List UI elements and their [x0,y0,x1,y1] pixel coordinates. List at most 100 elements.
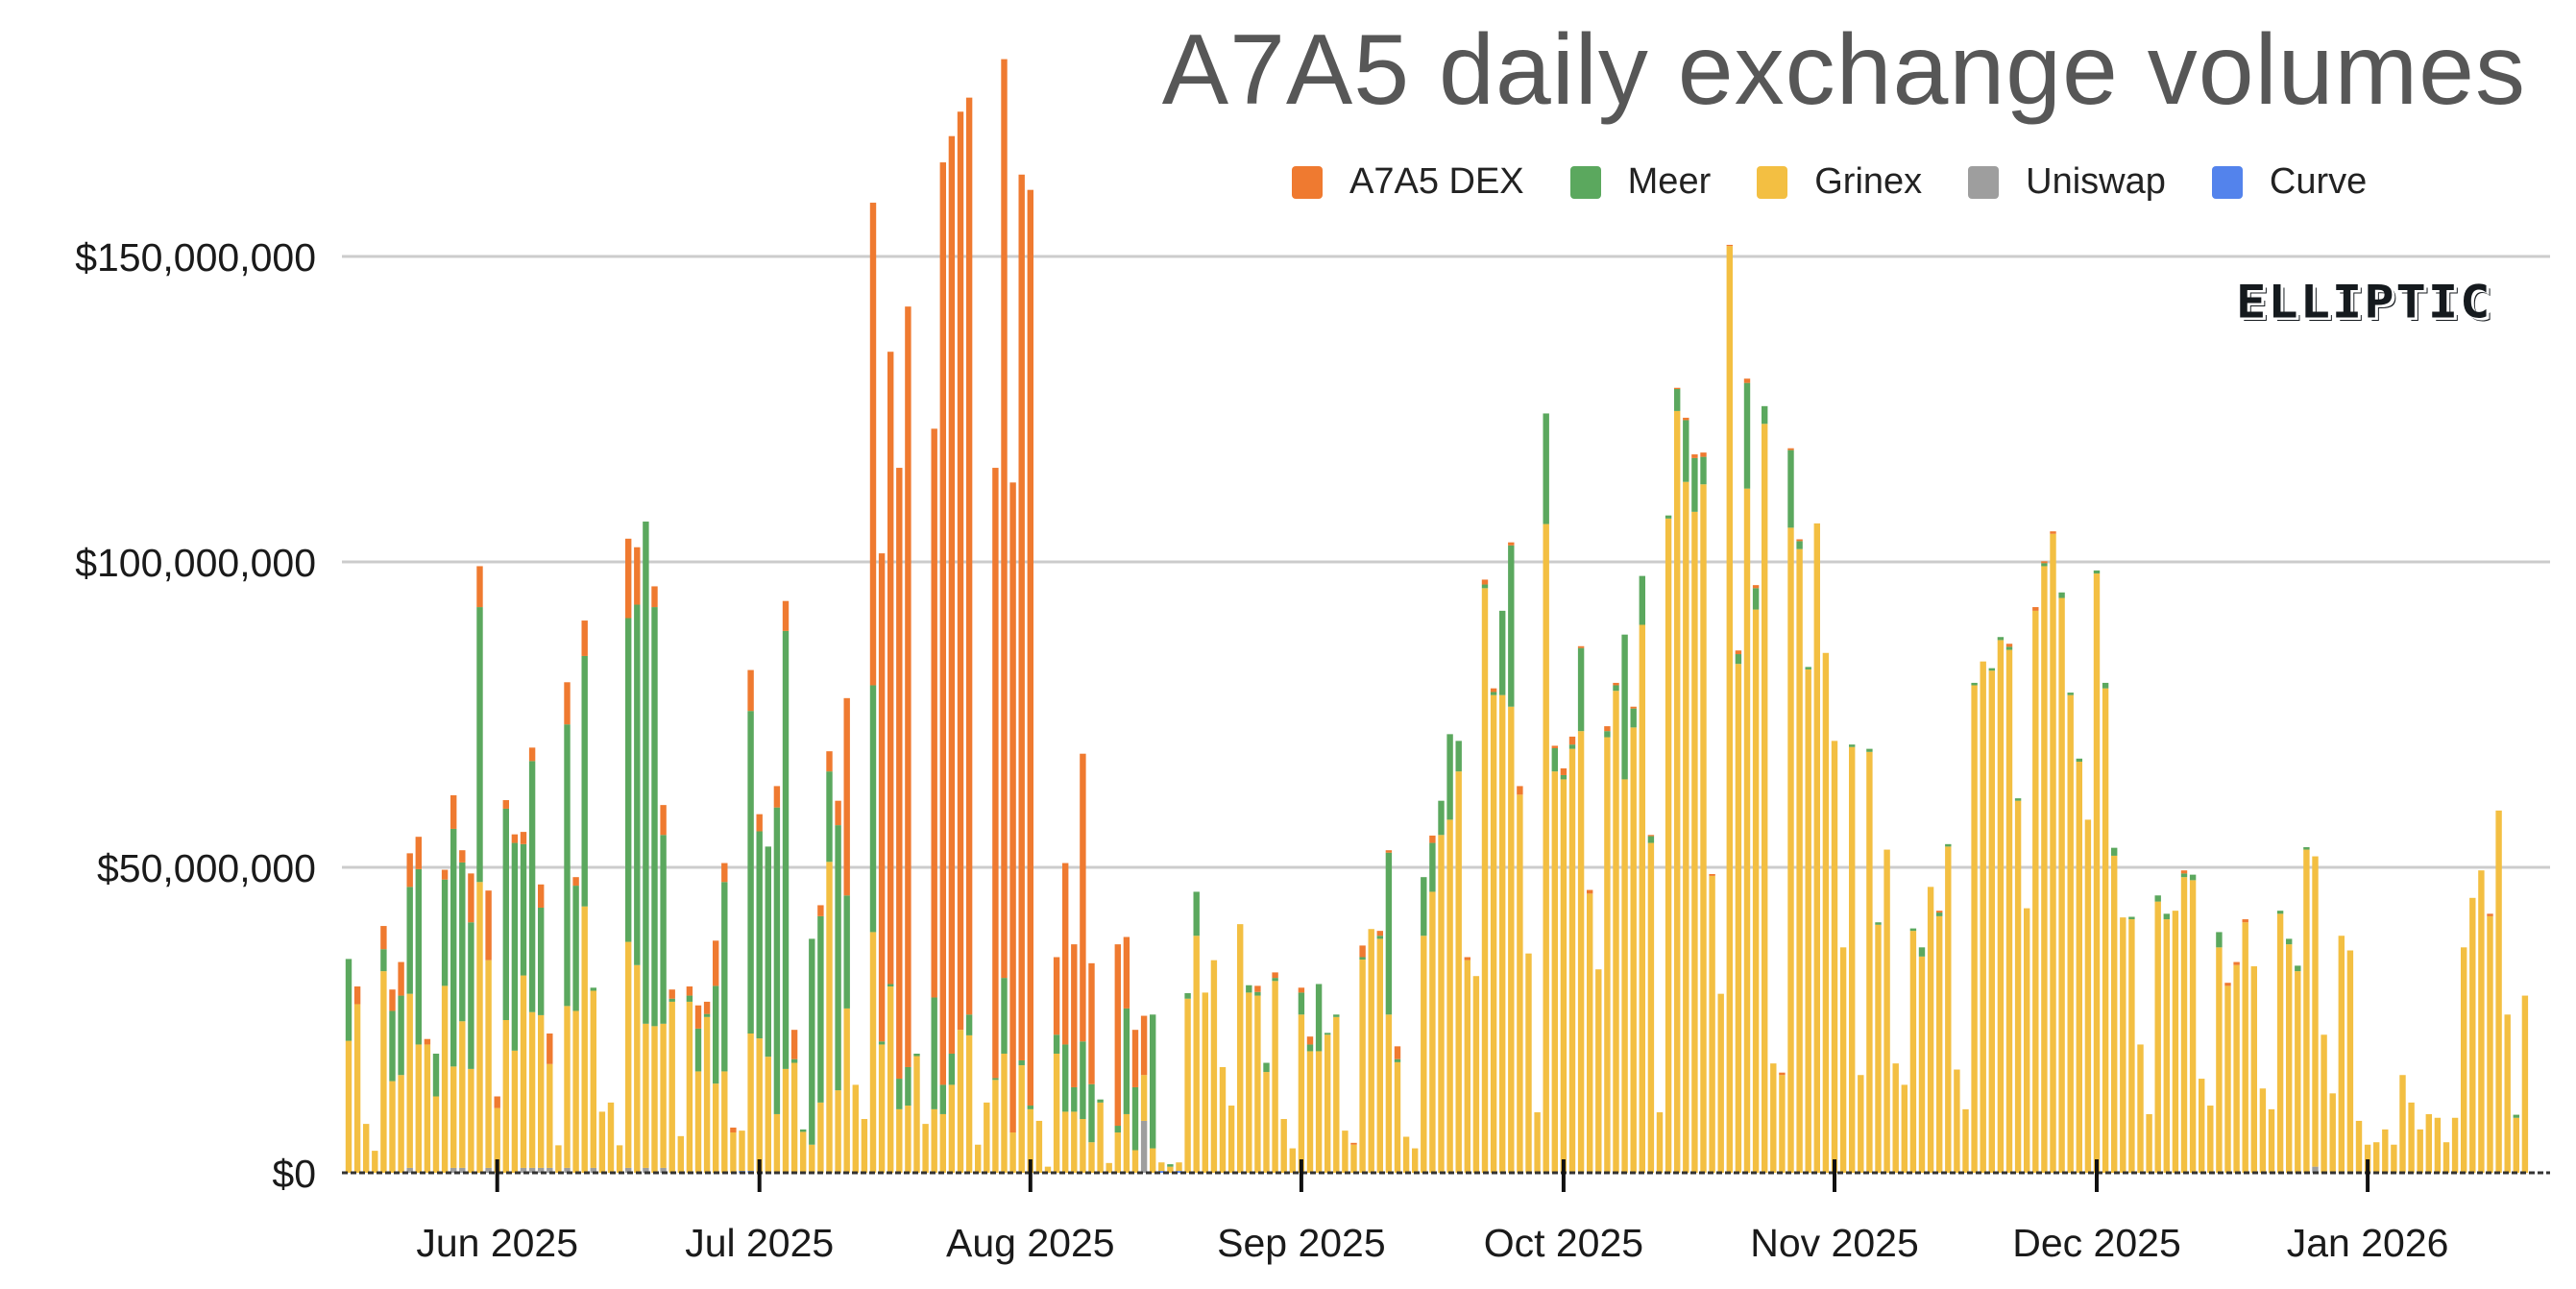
bar-segment-grinex [1849,746,1856,1173]
bar-segment-a7a5-dex [502,800,509,809]
bar-segment-grinex [1333,1016,1340,1173]
bar-segment-grinex [406,993,413,1168]
bar-segment-a7a5-dex [1376,931,1383,936]
y-tick-label: $50,000,000 [97,846,316,890]
bar-segment-grinex [992,1080,999,1173]
bar-segment-grinex [1114,1132,1121,1173]
bar-segment-meer [1508,545,1515,707]
bar-segment-grinex [713,1083,719,1173]
bar-segment-grinex [2295,971,2301,1173]
bar-segment-grinex [2259,1088,2267,1173]
bar-segment-grinex [1289,1148,1296,1173]
bar-segment-uniswap [660,1167,667,1173]
bar-segment-a7a5-dex [939,162,946,1085]
legend-swatch [1292,165,1323,199]
bar-segment-a7a5-dex [1726,244,1733,247]
bar-segment-grinex [1324,1034,1331,1173]
bar-segment-meer [441,879,449,986]
bar-segment-grinex [1158,1162,1165,1172]
bar-segment-meer [660,835,667,1024]
bar-segment-a7a5-dex [1577,645,1585,648]
bar-segment-grinex [1044,1166,1052,1173]
bar-segment-grinex [1866,751,1873,1173]
bar-segment-grinex [1647,842,1655,1173]
bar-segment-a7a5-dex [1936,911,1943,913]
bar-segment-meer [1272,978,1278,982]
bar-segment-grinex [1193,936,1200,1173]
bar-segment-meer [1421,877,1427,936]
bar-segment-meer [1551,747,1558,772]
bar-segment-a7a5-dex [1787,448,1794,450]
bar-segment-a7a5-dex [398,961,404,996]
bar-segment-meer [1499,610,1506,695]
bar-segment-curve [1176,1171,1182,1173]
bar-segment-grinex [2199,1079,2205,1173]
bar-segment-meer [651,607,658,1027]
bar-segment-meer [520,843,527,976]
bar-segment-a7a5-dex [1053,957,1060,1035]
bar-segment-grinex [1280,1119,1287,1173]
legend: A7A5 DEX Meer Grinex Uniswap Curve [1292,161,2413,203]
bar-segment-grinex [1613,691,1619,1173]
bar-segment-grinex [476,882,483,1173]
legend-swatch [1968,165,2000,199]
bar-segment-a7a5-dex [520,832,527,844]
bar-segment-meer [1114,1126,1121,1133]
bar-segment-meer [1700,456,1707,485]
bar-segment-uniswap [590,1167,596,1173]
bar-segment-a7a5-dex [1306,1036,1314,1045]
bar-segment-grinex [1918,956,1926,1173]
bar-segment-grinex [2276,913,2284,1173]
bars [345,59,2529,1174]
bar-segment-meer [1849,744,1856,747]
bar-segment-grinex [1412,1148,1419,1173]
bar-segment-meer [2303,847,2310,850]
bar-segment-grinex [2364,1144,2371,1173]
bar-segment-meer [1053,1034,1060,1054]
y-tick-label: $150,000,000 [75,235,316,280]
bar-segment-meer [826,771,833,863]
bar-segment-grinex [625,941,632,1168]
bar-segment-meer [1088,1083,1095,1143]
bar-segment-grinex [1980,661,1986,1173]
bar-segment-grinex [1150,1148,1156,1173]
bar-segment-meer [765,846,771,1058]
bar-segment-a7a5-dex [1683,417,1689,421]
bar-segment-meer [1577,647,1585,732]
bar-segment-grinex [1254,995,1261,1173]
bar-segment-grinex [1123,1113,1130,1173]
bar-segment-a7a5-dex [528,747,536,762]
bar-segment-grinex [1071,1111,1078,1173]
bar-segment-grinex [905,1106,911,1173]
bar-segment-grinex [651,1026,658,1173]
bar-segment-grinex [1227,1106,1235,1173]
bar-segment-a7a5-dex [415,837,422,869]
bar-segment-a7a5-dex [651,586,658,608]
bar-segment-a7a5-dex [1298,987,1305,993]
bar-segment-grinex [1402,1136,1410,1173]
bar-segment-a7a5-dex [782,600,790,631]
bar-segment-grinex [747,1033,754,1172]
bar-segment-a7a5-dex [686,986,693,996]
bar-segment-a7a5-dex [485,890,492,961]
bar-segment-meer [1193,891,1200,936]
bar-segment-meer [2189,874,2197,881]
x-tick-label: Jul 2025 [685,1221,834,1265]
bar-segment-a7a5-dex [1001,59,1008,979]
bar-segment-a7a5-dex [1587,889,1593,894]
bar-segment-a7a5-dex [459,850,466,863]
bar-segment-meer [1621,634,1628,780]
bar-segment-meer [1246,985,1252,993]
bar-segment-grinex [1106,1162,1112,1173]
bar-segment-grinex [2408,1102,2415,1173]
bar-segment-a7a5-dex [1080,753,1086,1042]
bar-segment-meer [2076,758,2082,762]
bar-segment-a7a5-dex [389,989,396,1011]
bar-segment-meer [1936,912,1943,916]
bar-segment-a7a5-dex [1743,378,1751,383]
bar-segment-grinex [2041,566,2048,1173]
bar-segment-a7a5-dex [1018,174,1025,1060]
bar-segment-meer [773,807,781,1114]
bar-segment-a7a5-dex [887,352,894,985]
bar-segment-meer [694,1028,702,1072]
